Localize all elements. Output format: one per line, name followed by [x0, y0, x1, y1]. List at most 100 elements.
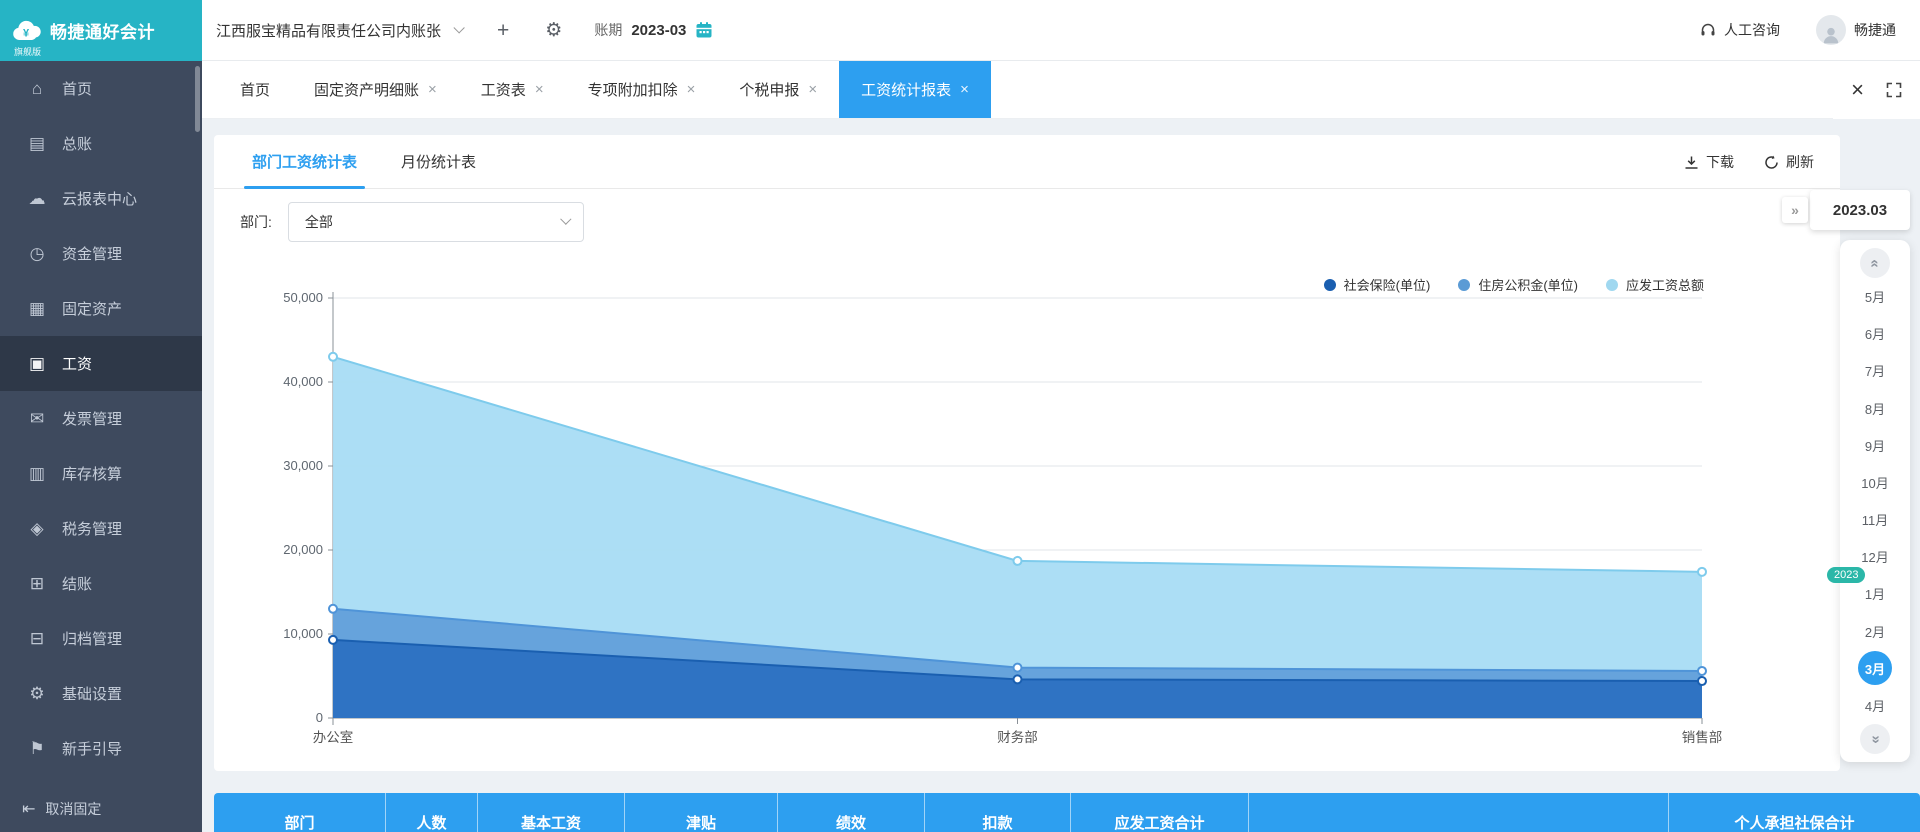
- settings-icon: ⚙: [29, 683, 45, 703]
- department-select-value: 全部: [304, 214, 333, 230]
- department-select[interactable]: 全部: [287, 202, 584, 242]
- month-item-label: 12月: [1861, 550, 1889, 566]
- period-value: 2023-03: [631, 21, 687, 39]
- month-item[interactable]: 10月: [1840, 464, 1910, 501]
- month-item-label: 11月: [1861, 513, 1889, 529]
- fullscreen-icon[interactable]: [1886, 82, 1902, 98]
- sidebar-item-label: 总账: [62, 136, 93, 153]
- month-item[interactable]: 6月: [1840, 315, 1910, 352]
- legend-dot-icon: [1605, 278, 1618, 291]
- subtab-0[interactable]: 部门工资统计表: [230, 135, 379, 189]
- chart-legend: 社会保险(单位) 住房公积金(单位) 应发工资总额: [1323, 275, 1704, 294]
- sidebar-item-7[interactable]: ▥ 库存核算: [0, 446, 202, 501]
- settings-gear-icon[interactable]: ⚙: [545, 19, 563, 41]
- month-item[interactable]: 2月: [1840, 613, 1910, 650]
- month-item-label: 7月: [1864, 364, 1886, 380]
- sidebar-item-2[interactable]: ☁ 云报表中心: [0, 171, 202, 226]
- table-column-header: 应发工资合计: [1071, 793, 1249, 832]
- sidebar-item-10[interactable]: ⊟ 归档管理: [0, 611, 202, 666]
- close-tab-icon[interactable]: ×: [428, 81, 437, 98]
- table-column-header: 绩效: [778, 793, 925, 832]
- close-tab-icon[interactable]: ×: [686, 81, 696, 98]
- scroll-up-button[interactable]: «: [1860, 248, 1890, 278]
- sidebar-scrollbar[interactable]: [195, 66, 200, 132]
- chevron-down-icon: [560, 213, 572, 225]
- legend-item[interactable]: 社会保险(单位): [1323, 275, 1430, 294]
- close-all-tabs-icon[interactable]: ×: [1851, 77, 1864, 102]
- subtab-1[interactable]: 月份统计表: [401, 154, 477, 171]
- headset-icon: [1701, 23, 1715, 36]
- month-item[interactable]: 5月: [1840, 278, 1910, 315]
- tab-0[interactable]: 首页: [218, 61, 292, 118]
- report-card: 部门工资统计表 月份统计表 下载 刷新 部门: 全部: [214, 135, 1840, 771]
- sidebar-item-5[interactable]: ▣ 工资: [0, 336, 202, 391]
- user-menu[interactable]: 畅捷通: [1816, 15, 1896, 45]
- sidebar-item-11[interactable]: ⚙ 基础设置: [0, 666, 202, 721]
- month-item[interactable]: 3月: [1840, 650, 1910, 687]
- close-tab-icon[interactable]: ×: [808, 81, 818, 98]
- unpin-sidebar-button[interactable]: ⇤ 取消固定: [0, 786, 202, 832]
- tab-1[interactable]: 固定资产明细账 ×: [292, 61, 459, 118]
- sidebar-item-0[interactable]: ⌂ 首页: [0, 61, 202, 116]
- tab-4[interactable]: 个税申报 ×: [717, 61, 839, 118]
- topbar-right: 人工咨询 畅捷通: [1700, 15, 1896, 45]
- filter-row: 部门: 全部: [240, 202, 1840, 242]
- tab-3[interactable]: 专项附加扣除 ×: [566, 61, 718, 118]
- tabs-container: 首页 固定资产明细账 × 工资表 × 专项附加扣除 × 个税申报 × 工资统计报表 ×: [218, 61, 991, 118]
- year-badge: 2023: [1827, 567, 1866, 583]
- month-item[interactable]: 7月: [1840, 352, 1910, 389]
- guide-icon: ⚑: [29, 738, 45, 758]
- workspace: 部门工资统计表 月份统计表 下载 刷新 部门: 全部: [202, 119, 1920, 832]
- sidebar-item-1[interactable]: ▤ 总账: [0, 116, 202, 171]
- fixed-assets-icon: ▦: [28, 298, 46, 318]
- sidebar: ⌂ 首页 ▤ 总账 ☁ 云报表中心 ◷ 资金管理 ▦ 固定资产 ▣ 工资 ✉ 发票管理 ▥ 库存核算 ◈ 税务管理…: [0, 61, 202, 832]
- legend-item[interactable]: 应发工资总额: [1605, 275, 1704, 294]
- month-item[interactable]: 4月: [1840, 687, 1910, 724]
- month-item[interactable]: 9月: [1840, 427, 1910, 464]
- legend-item[interactable]: 住房公积金(单位): [1458, 275, 1578, 294]
- month-item[interactable]: 8月: [1840, 390, 1910, 427]
- svg-text:20,000: 20,000: [283, 542, 323, 557]
- scroll-down-button[interactable]: «: [1860, 724, 1890, 754]
- tab-bar: 首页 固定资产明细账 × 工资表 × 专项附加扣除 × 个税申报 × 工资统计报表 × ×: [202, 61, 1920, 119]
- table-column-header: 人数: [386, 793, 478, 832]
- top-header: ¥ 畅捷通好会计 旗舰版 江西服宝精品有限责任公司内账张 + ⚙ 账期 2023…: [0, 0, 1920, 61]
- download-button[interactable]: 下载: [1684, 152, 1734, 172]
- refresh-button[interactable]: 刷新: [1764, 152, 1814, 172]
- close-tab-icon[interactable]: ×: [960, 81, 969, 98]
- months-list: 5月 6月 7月 8月 9月 10月 11月 12月 1月 2月 3月 4月: [1840, 278, 1910, 724]
- chevrons-down-icon: «: [1866, 734, 1884, 744]
- salary-icon: ▣: [28, 353, 46, 373]
- month-item-label: 5月: [1864, 290, 1886, 306]
- main-content: 首页 固定资产明细账 × 工资表 × 专项附加扣除 × 个税申报 × 工资统计报表 × × 部门工资…: [202, 61, 1920, 832]
- month-item[interactable]: 1月: [1840, 575, 1910, 612]
- unpin-icon: ⇤: [22, 801, 36, 818]
- sidebar-item-6[interactable]: ✉ 发票管理: [0, 391, 202, 446]
- collapse-panel-handle[interactable]: »: [1782, 197, 1808, 223]
- close-tab-icon[interactable]: ×: [534, 81, 544, 98]
- topbar-main: 江西服宝精品有限责任公司内账张 + ⚙ 账期 2023-03 人工咨询 畅捷通: [202, 0, 1920, 60]
- account-set-selector[interactable]: 江西服宝精品有限责任公司内账张: [216, 20, 465, 41]
- support-link[interactable]: 人工咨询: [1700, 20, 1780, 40]
- tab-2[interactable]: 工资表 ×: [459, 61, 566, 118]
- sidebar-item-4[interactable]: ▦ 固定资产: [0, 281, 202, 336]
- sidebar-item-label: 库存核算: [62, 466, 123, 483]
- month-item[interactable]: 11月: [1840, 501, 1910, 538]
- inventory-icon: ▥: [28, 463, 46, 483]
- sidebar-item-3[interactable]: ◷ 资金管理: [0, 226, 202, 281]
- sidebar-item-9[interactable]: ⊞ 结账: [0, 556, 202, 611]
- svg-text:办公室: 办公室: [313, 729, 354, 745]
- table-column-header: 部门: [214, 793, 386, 832]
- department-filter-label: 部门:: [240, 214, 272, 230]
- user-name: 畅捷通: [1854, 22, 1896, 38]
- sidebar-item-12[interactable]: ⚑ 新手引导: [0, 721, 202, 776]
- app-logo[interactable]: ¥ 畅捷通好会计 旗舰版: [0, 0, 202, 61]
- add-button[interactable]: +: [497, 18, 510, 42]
- calendar-icon[interactable]: [695, 21, 713, 39]
- tab-5[interactable]: 工资统计报表 ×: [839, 61, 991, 118]
- sidebar-item-8[interactable]: ◈ 税务管理: [0, 501, 202, 556]
- month-item-label: 3月: [1858, 651, 1892, 686]
- legend-label: 住房公积金(单位): [1478, 278, 1578, 293]
- month-item[interactable]: 12月: [1840, 538, 1910, 575]
- tab-label: 个税申报: [739, 82, 800, 99]
